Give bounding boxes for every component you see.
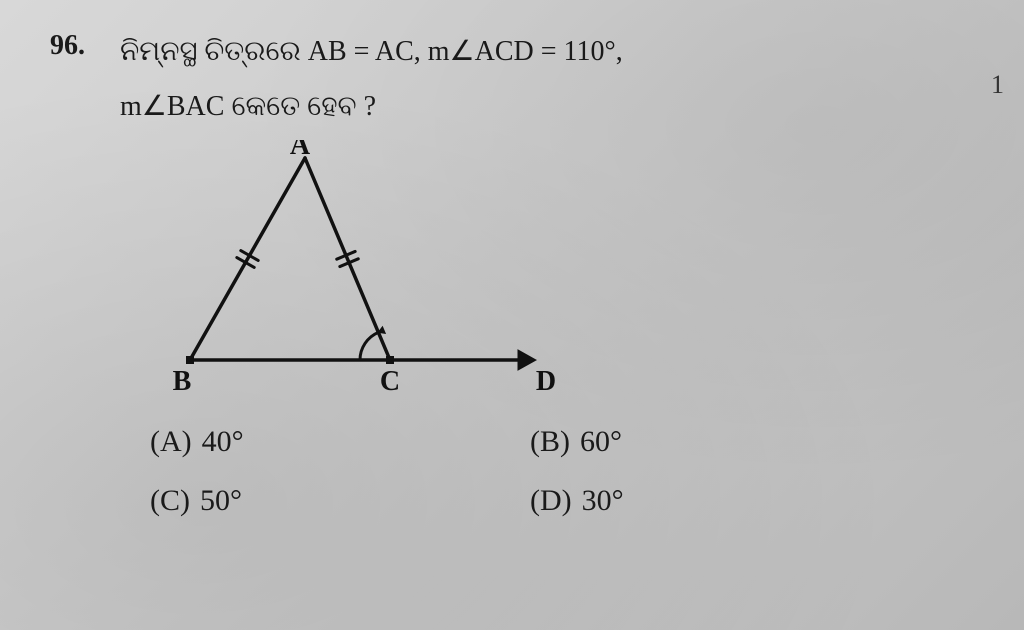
question-math1: AB = AC, m∠ACD = 110°,	[308, 36, 623, 67]
question-prefix: ନିମ୍ନସ୍ଥ ଚିତ୍ରରେ	[120, 36, 308, 67]
option-c: (C) 50°	[150, 484, 470, 518]
page-corner-number: 1	[991, 70, 1004, 100]
svg-text:A: A	[290, 140, 311, 161]
option-d-text: 30°	[582, 484, 624, 518]
svg-text:B: B	[173, 366, 192, 397]
question-line1: ନିମ୍ନସ୍ଥ ଚିତ୍ରରେ AB = AC, m∠ACD = 110°,	[120, 30, 623, 75]
question-number: 96.	[50, 30, 120, 62]
option-a: (A) 40°	[150, 425, 470, 459]
option-b: (B) 60°	[530, 425, 850, 459]
svg-text:D: D	[536, 366, 556, 397]
options-grid: (A) 40° (B) 60° (C) 50° (D) 30°	[150, 425, 974, 518]
option-d: (D) 30°	[530, 484, 850, 518]
option-b-label: (B)	[530, 425, 570, 459]
option-c-text: 50°	[200, 484, 242, 518]
svg-text:C: C	[380, 366, 400, 397]
option-b-text: 60°	[580, 425, 622, 459]
question-line2: m∠BAC କେତେ ହେବ ?	[120, 85, 974, 130]
option-d-label: (D)	[530, 484, 572, 518]
question-math2: m∠BAC	[120, 91, 231, 122]
question-suffix: କେତେ ହେବ ?	[231, 91, 376, 122]
option-a-text: 40°	[202, 425, 244, 459]
option-c-label: (C)	[150, 484, 190, 518]
triangle-diagram: A B C D	[150, 140, 974, 405]
option-a-label: (A)	[150, 425, 192, 459]
